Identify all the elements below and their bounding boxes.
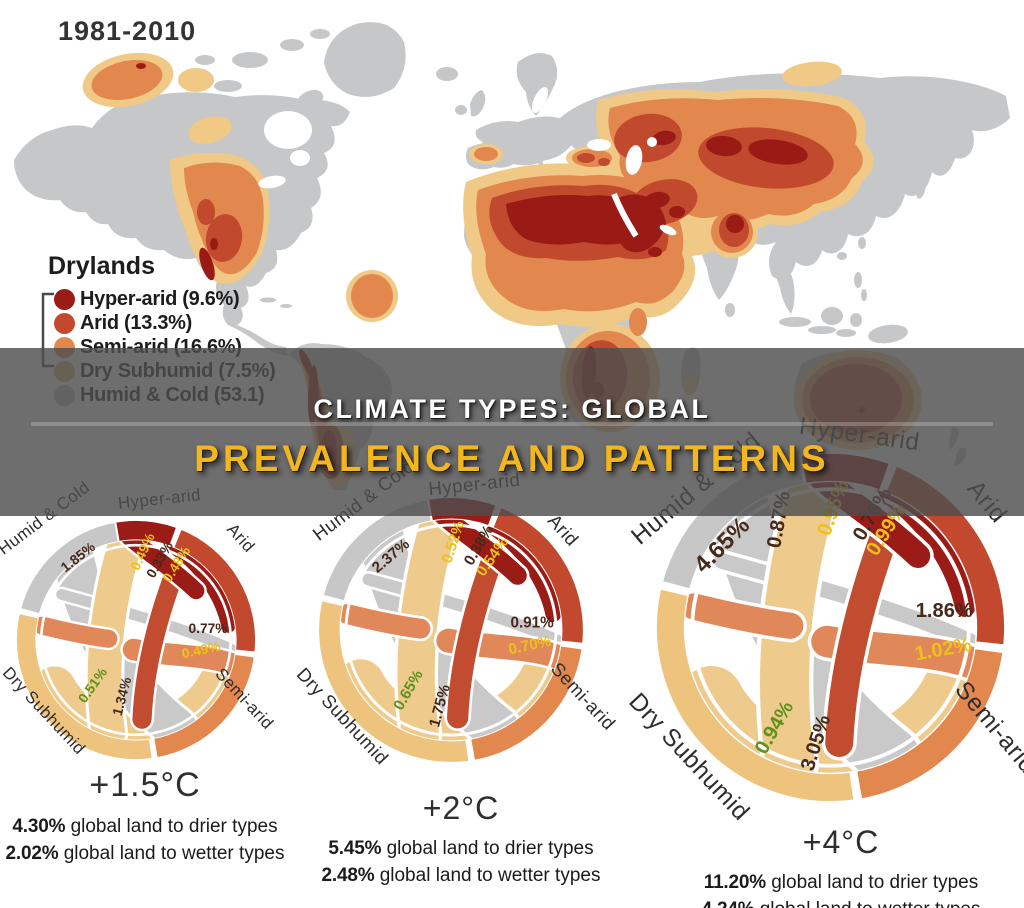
title-banner: CLIMATE TYPES: GLOBAL PREVALENCE AND PAT…: [0, 348, 1024, 516]
flow-label: 0.91%: [510, 614, 554, 631]
scenario-title: +2°C: [422, 790, 500, 826]
period-label: 1981-2010: [58, 16, 197, 46]
scenario-title: +4°C: [802, 824, 880, 860]
drier-stat: 11.20% global land to drier types: [703, 872, 979, 893]
water-bodies: [258, 87, 677, 238]
legend-item-arid: Arid (13.3%): [54, 311, 304, 335]
flow-label: 1.86%: [916, 600, 973, 622]
page-title: CLIMATE TYPES: GLOBAL: [313, 394, 711, 424]
legend-item-hyper-arid: Hyper-arid (9.6%): [54, 287, 304, 311]
hyper-arid-swatch: [54, 288, 75, 310]
flow-label: 0.77%: [188, 621, 227, 636]
caption-plus-2c: +2°C 5.45% global land to drier types 2.…: [316, 790, 606, 889]
drier-stat: 5.45% global land to drier types: [328, 838, 594, 859]
drier-stat: 4.30% global land to drier types: [12, 816, 278, 837]
wetter-stat: 2.02% global land to wetter types: [5, 843, 285, 864]
banner-streak: [30, 422, 994, 426]
caption-plus-4c: +4°C 11.20% global land to drier types 4…: [691, 824, 991, 908]
caption-plus-1-5c: +1.5°C 4.30% global land to drier types …: [5, 766, 285, 867]
scenario-title: +1.5°C: [89, 766, 201, 804]
legend-title: Drylands: [48, 252, 155, 280]
arid-swatch: [54, 312, 75, 334]
wetter-stat: 4.24% global land to wetter types: [691, 896, 991, 908]
page-subtitle: PREVALENCE AND PATTERNS: [194, 438, 830, 479]
wetter-stat: 2.48% global land to wetter types: [321, 865, 601, 886]
